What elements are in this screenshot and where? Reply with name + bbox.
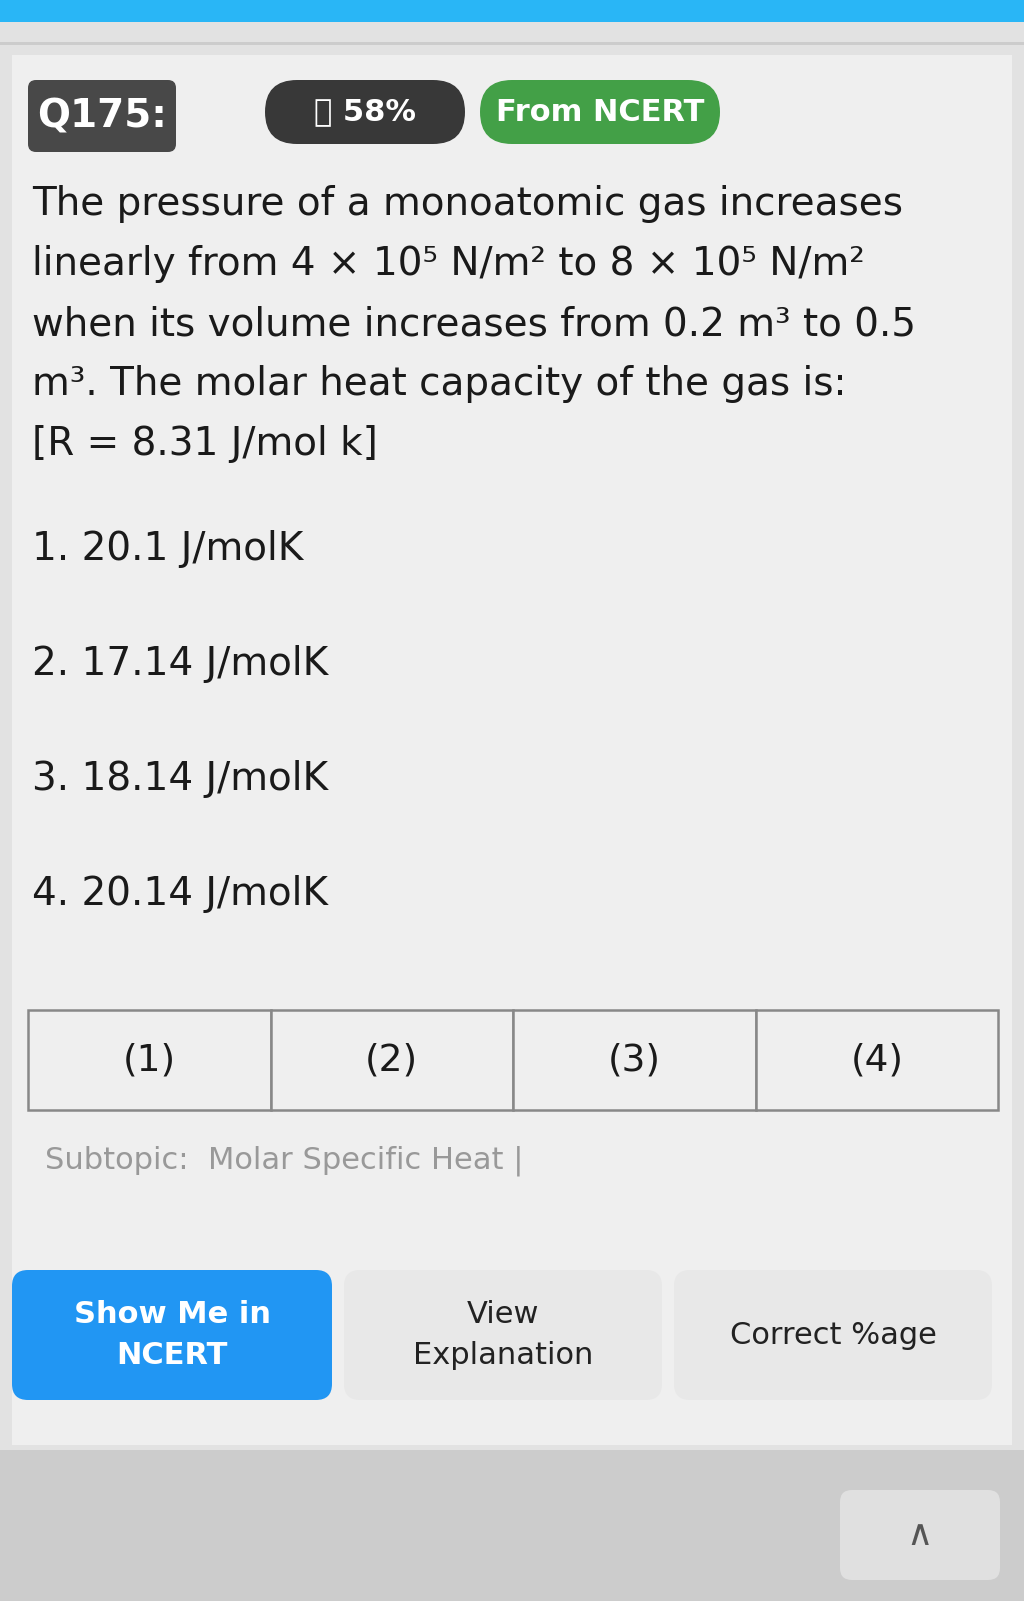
Text: Q175:: Q175: [37,98,167,134]
FancyBboxPatch shape [344,1270,662,1399]
Bar [0,1451,1024,1601]
FancyBboxPatch shape [12,1270,332,1399]
Text: 4. 20.14 J/molK: 4. 20.14 J/molK [32,876,328,913]
FancyBboxPatch shape [265,80,465,144]
Text: (3): (3) [608,1042,660,1077]
FancyBboxPatch shape [28,80,176,152]
Bar [0,0,1024,22]
Text: [R = 8.31 J/mol k]: [R = 8.31 J/mol k] [32,424,378,463]
FancyBboxPatch shape [480,80,720,144]
Text: Show Me in
NCERT: Show Me in NCERT [74,1300,270,1370]
Bar [270,1010,513,1109]
Bar [12,54,1012,1446]
Text: (2): (2) [366,1042,419,1077]
Bar [0,42,1024,45]
Text: View
Explanation: View Explanation [413,1300,593,1370]
Bar [28,1010,270,1109]
Text: Subtopic:  Molar Specific Heat |: Subtopic: Molar Specific Heat | [45,1145,523,1175]
Bar [513,1010,756,1109]
Text: (4): (4) [850,1042,903,1077]
FancyBboxPatch shape [840,1491,1000,1580]
Text: Correct %age: Correct %age [729,1321,936,1350]
Text: 2. 17.14 J/molK: 2. 17.14 J/molK [32,645,329,684]
Text: From NCERT: From NCERT [496,98,705,126]
Text: The pressure of a monoatomic gas increases: The pressure of a monoatomic gas increas… [32,186,903,223]
Text: 1. 20.1 J/molK: 1. 20.1 J/molK [32,530,303,568]
Bar [756,1010,998,1109]
Text: linearly from 4 × 10⁵ N/m² to 8 × 10⁵ N/m²: linearly from 4 × 10⁵ N/m² to 8 × 10⁵ N/… [32,245,865,283]
Text: 👍 58%: 👍 58% [314,98,416,126]
Text: m³. The molar heat capacity of the gas is:: m³. The molar heat capacity of the gas i… [32,365,847,403]
FancyBboxPatch shape [674,1270,992,1399]
Text: 3. 18.14 J/molK: 3. 18.14 J/molK [32,760,328,797]
Text: when its volume increases from 0.2 m³ to 0.5: when its volume increases from 0.2 m³ to… [32,306,916,343]
Text: ∧: ∧ [906,1518,933,1551]
Text: (1): (1) [123,1042,176,1077]
